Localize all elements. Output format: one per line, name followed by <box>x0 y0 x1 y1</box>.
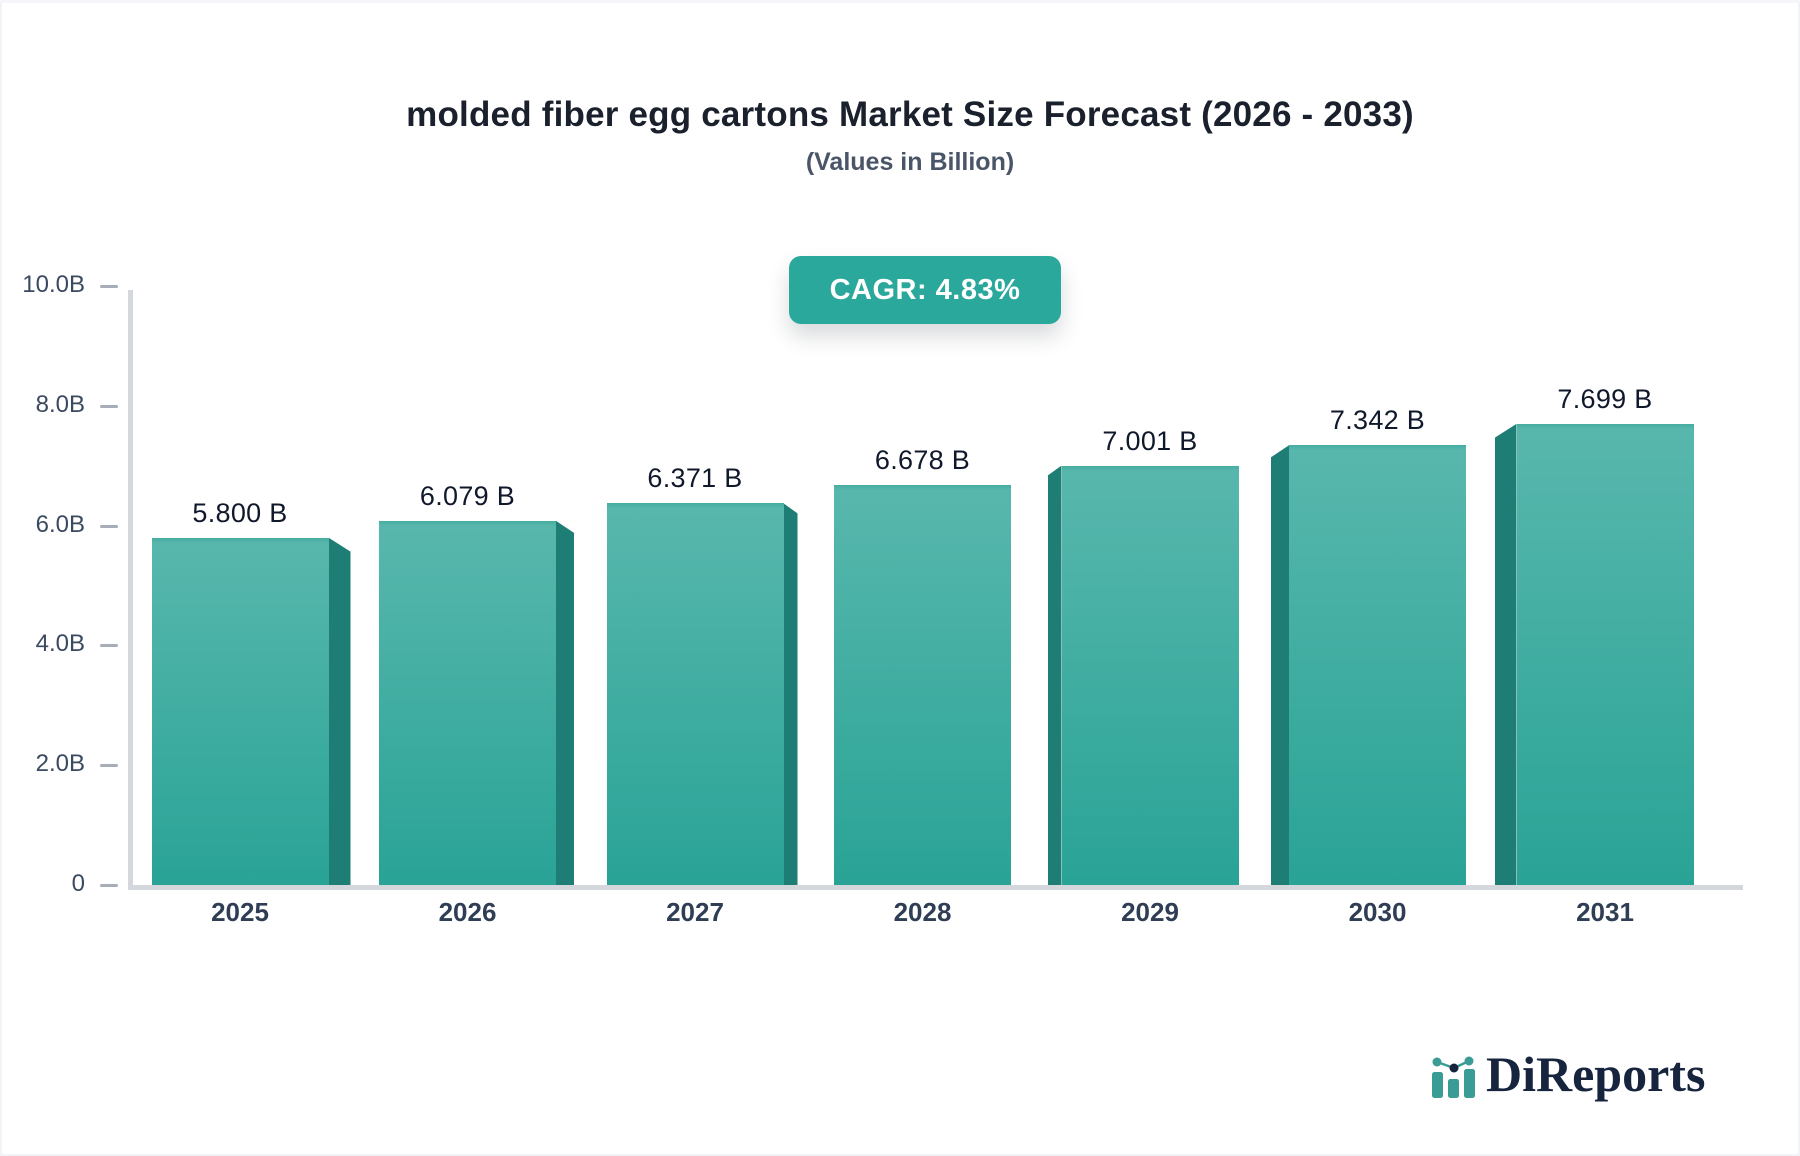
bar-2027 <box>606 503 784 885</box>
brand-name: DiReports <box>1486 1046 1706 1102</box>
bar-value-label: 7.699 B <box>1557 383 1653 414</box>
chart-title: molded fiber egg cartons Market Size For… <box>406 95 1414 134</box>
y-axis-tick-mark <box>100 524 118 528</box>
bar-3d-side-2029 <box>1047 465 1062 885</box>
y-axis-line <box>128 290 133 890</box>
bar-3d-side-2026 <box>556 520 574 885</box>
bar-2025 <box>151 537 329 885</box>
y-axis-tick-label: 6.0B <box>35 510 85 538</box>
bar-2029 <box>1061 465 1239 885</box>
bar-2028 <box>834 484 1011 885</box>
bar-value-label: 5.800 B <box>192 497 288 528</box>
y-axis-tick-label: 10.0B <box>22 271 85 298</box>
y-axis-tick-label: 4.0B <box>35 630 85 658</box>
bar-3d-side-2031 <box>1494 423 1517 885</box>
bar-value-label: 6.079 B <box>419 480 516 511</box>
y-axis-tick-label: 8.0B <box>35 390 85 418</box>
bar-2026 <box>379 520 556 885</box>
x-axis-category-label: 2025 <box>211 897 269 927</box>
y-axis-tick-label: 2.0B <box>35 750 85 778</box>
bar-3d-side-2030 <box>1271 445 1289 885</box>
x-axis-category-label: 2027 <box>666 897 724 927</box>
chart-subtitle: (Values in Billion) <box>805 148 1015 176</box>
brand-logo: DiReports <box>1428 1030 1705 1100</box>
bar-value-label: 7.001 B <box>1102 425 1198 456</box>
bar-2031 <box>1516 423 1694 885</box>
bar-2030 <box>1289 445 1466 885</box>
x-axis-category-label: 2030 <box>1348 897 1407 927</box>
bar-value-label: 7.342 B <box>1329 405 1426 436</box>
bar-value-label: 6.678 B <box>874 444 971 475</box>
y-axis-tick-mark <box>100 764 118 768</box>
y-axis-tick-mark <box>100 404 118 408</box>
y-axis-tick-mark <box>100 285 118 288</box>
y-axis-tick-label: 0 <box>71 870 85 897</box>
bar-3d-side-2025 <box>328 537 351 885</box>
bar-chart-trend-logo-icon <box>1432 1056 1475 1098</box>
y-axis-tick-mark <box>100 644 118 648</box>
y-axis-tick-mark <box>100 884 118 887</box>
x-axis-category-label: 2031 <box>1576 897 1634 927</box>
x-axis-baseline <box>128 885 1743 890</box>
frame-top-edge <box>0 0 1800 3</box>
x-axis-category-label: 2026 <box>438 897 497 927</box>
bar-3d-side-2027 <box>783 503 798 885</box>
cagr-badge: CAGR: 4.83% <box>789 256 1061 324</box>
bar-value-label: 6.371 B <box>647 463 743 494</box>
x-axis-category-label: 2028 <box>893 897 952 927</box>
x-axis-category-label: 2029 <box>1121 897 1179 927</box>
